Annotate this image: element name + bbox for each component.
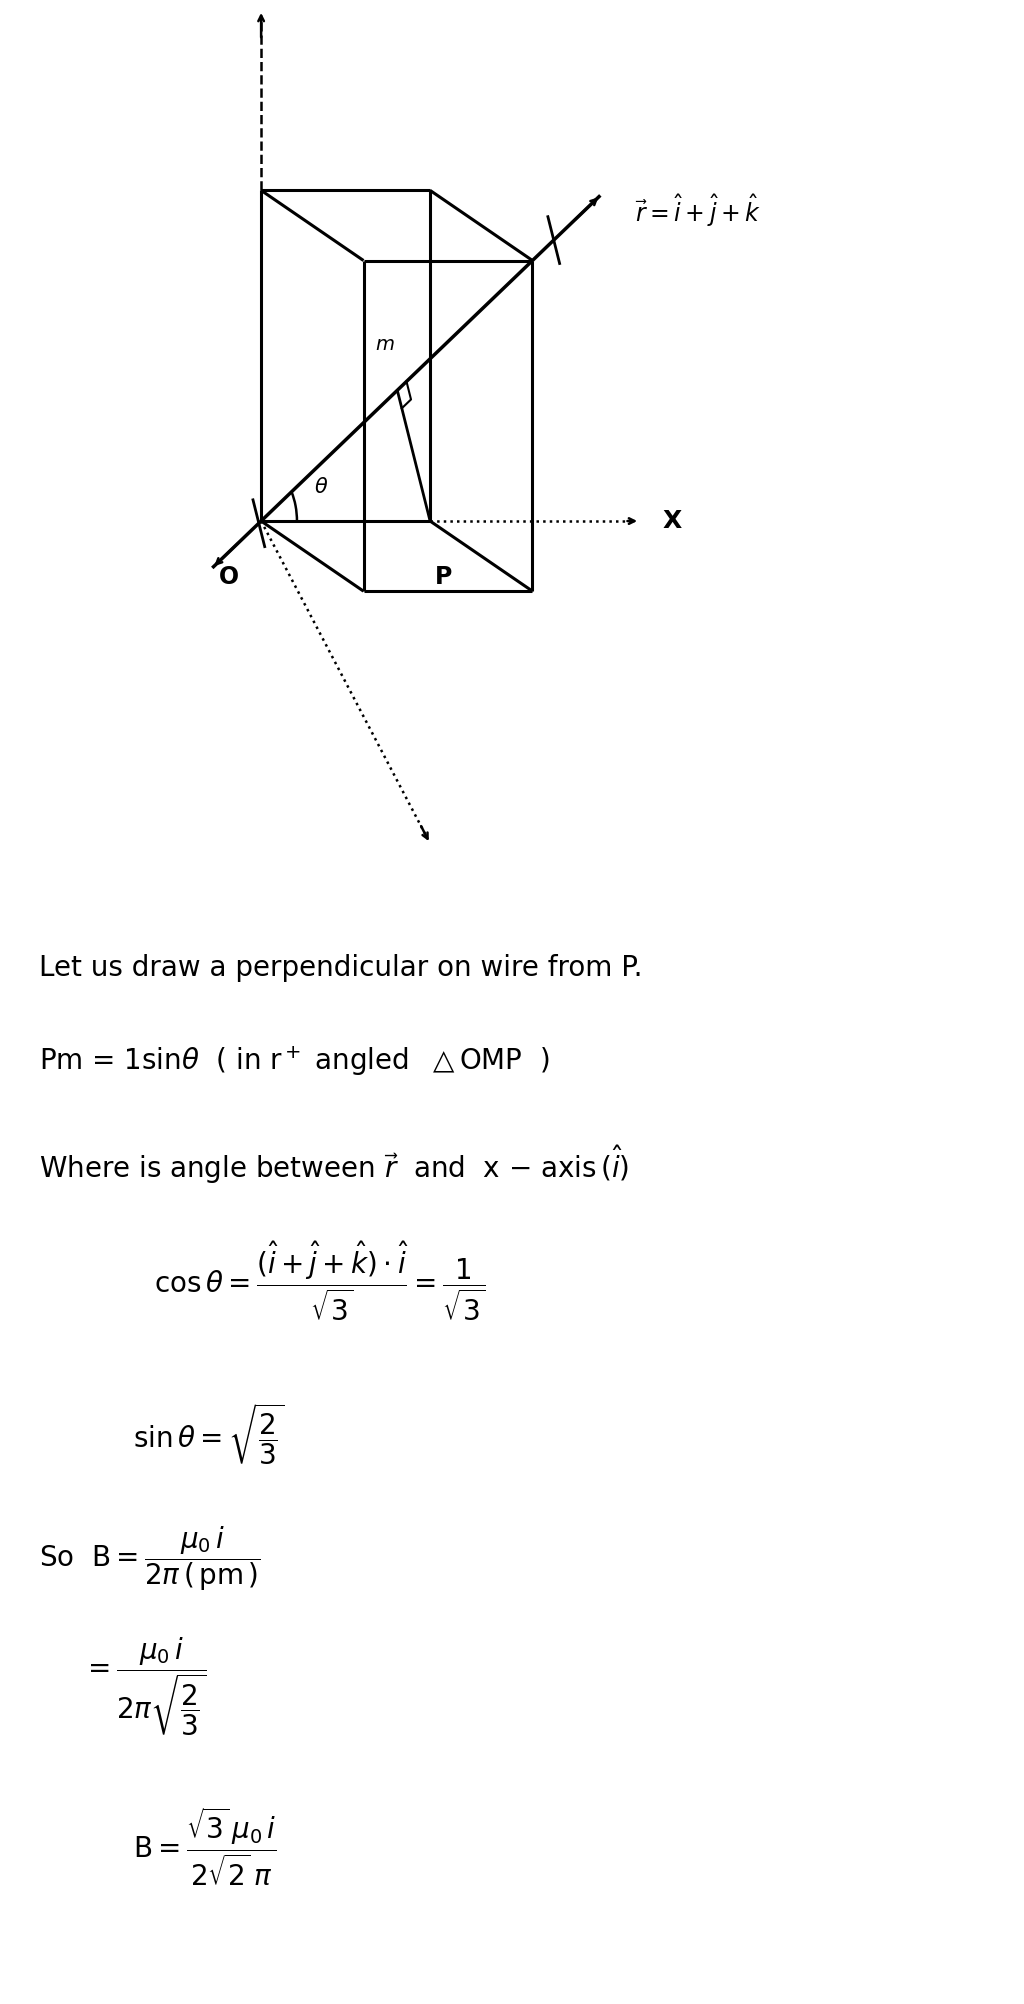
Text: O: O	[218, 565, 239, 589]
Text: $\mathrm{B} = \dfrac{\sqrt{3}\,\mu_0\,i}{2\sqrt{2}\,\pi}$: $\mathrm{B} = \dfrac{\sqrt{3}\,\mu_0\,i}…	[133, 1806, 276, 1888]
Text: Pm = 1sin$\theta$  ( in r$^+$ angled  $\triangle$OMP  ): Pm = 1sin$\theta$ ( in r$^+$ angled $\tr…	[39, 1044, 550, 1078]
Text: $\cos\theta = \dfrac{(\hat{i} + \hat{j} + \hat{k})\cdot\hat{i}}{\sqrt{3}} = \dfr: $\cos\theta = \dfrac{(\hat{i} + \hat{j} …	[154, 1238, 485, 1323]
Text: P: P	[435, 565, 453, 589]
Text: So  $\mathrm{B} = \dfrac{\mu_0\,i}{2\pi\,(\,\mathrm{pm}\,)}$: So $\mathrm{B} = \dfrac{\mu_0\,i}{2\pi\,…	[39, 1525, 260, 1593]
Text: $\sin\theta = \sqrt{\dfrac{2}{3}}$: $\sin\theta = \sqrt{\dfrac{2}{3}}$	[133, 1401, 285, 1467]
Text: $\vec{r} = \hat{i} + \hat{j} + \hat{k}$: $\vec{r} = \hat{i} + \hat{j} + \hat{k}$	[635, 192, 761, 228]
Text: Let us draw a perpendicular on wire from P.: Let us draw a perpendicular on wire from…	[39, 954, 642, 982]
Text: $= \dfrac{\mu_0\,i}{2\pi\sqrt{\dfrac{2}{3}}}$: $= \dfrac{\mu_0\,i}{2\pi\sqrt{\dfrac{2}{…	[82, 1635, 207, 1737]
Text: $\theta$: $\theta$	[314, 477, 329, 497]
Text: m: m	[376, 335, 394, 355]
Text: Where is angle between $\vec{r}$  and  x $-$ axis$\,(\hat{i})$: Where is angle between $\vec{r}$ and x $…	[39, 1144, 629, 1186]
Text: X: X	[663, 509, 682, 533]
